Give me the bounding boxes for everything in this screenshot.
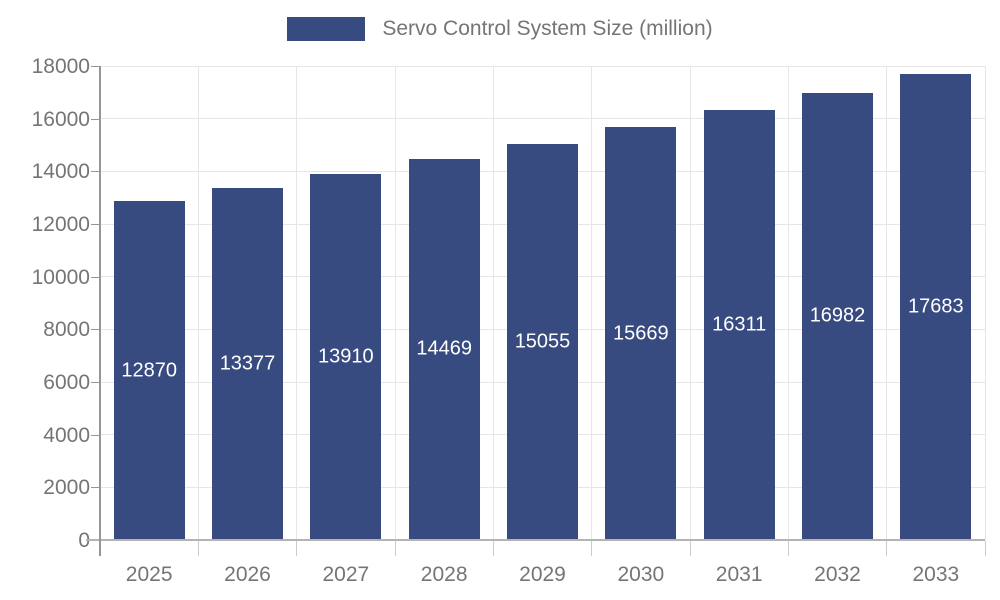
h-gridline: [100, 118, 985, 120]
y-axis-label: 4000: [43, 423, 90, 447]
y-axis-label: 18000: [31, 55, 90, 78]
x-axis-label: 2030: [617, 563, 665, 586]
bar-value-label: 13910: [318, 345, 374, 368]
x-axis-label: 2031: [715, 563, 763, 586]
v-gridline: [886, 66, 888, 540]
y-axis-label: 0: [78, 529, 90, 552]
y-axis-tick: [91, 382, 100, 383]
x-axis-label: 2025: [125, 563, 173, 586]
x-axis-label: 2026: [224, 563, 271, 586]
bar-2025[interactable]: [113, 201, 185, 540]
v-gridline: [689, 66, 691, 540]
bar-2026[interactable]: [212, 187, 283, 540]
bar-2031[interactable]: [703, 110, 775, 540]
bar-2033[interactable]: [900, 74, 972, 540]
x-axis-tick: [886, 541, 888, 556]
bar-value-label: 15669: [613, 322, 669, 345]
bar-value-label: 15055: [514, 330, 571, 353]
bar-value-label: 14469: [416, 337, 472, 360]
v-gridline: [394, 66, 396, 540]
y-axis-label: 8000: [43, 318, 90, 342]
h-gridline: [100, 65, 985, 67]
x-axis-line: [86, 539, 985, 541]
y-axis-label: 16000: [31, 107, 90, 131]
bar-value-label: 12870: [121, 359, 177, 382]
legend-swatch-icon: [287, 17, 366, 41]
y-axis-tick: [91, 329, 100, 331]
v-gridline: [591, 66, 593, 540]
x-axis-tick: [984, 541, 986, 556]
y-axis-tick: [91, 487, 100, 489]
x-axis-label: 2029: [519, 563, 566, 586]
chart-legend[interactable]: Servo Control System Size (million): [0, 17, 1000, 41]
v-gridline: [197, 66, 199, 540]
bar-value-label: 16982: [809, 304, 866, 327]
x-axis-tick: [787, 541, 789, 556]
bar-2028[interactable]: [408, 158, 480, 540]
x-axis-label: 2027: [322, 563, 370, 586]
y-axis-label: 10000: [31, 265, 90, 289]
x-axis-label: 2032: [814, 563, 861, 586]
v-gridline: [984, 66, 986, 540]
y-axis-line: [99, 66, 101, 556]
bar-value-label: 13377: [219, 352, 276, 375]
legend-label: Servo Control System Size (million): [382, 17, 713, 40]
y-axis-label: 12000: [31, 213, 90, 236]
y-axis-tick: [91, 224, 100, 225]
bar-2030[interactable]: [605, 127, 677, 540]
x-axis-label: 2033: [912, 563, 960, 586]
x-axis-label: 2028: [420, 563, 468, 586]
bar-2027[interactable]: [310, 173, 382, 540]
y-axis-label: 6000: [43, 371, 90, 394]
y-axis-tick: [91, 434, 100, 436]
x-axis-tick: [492, 541, 494, 556]
y-axis-tick: [91, 276, 100, 278]
y-axis-tick: [91, 171, 100, 173]
y-axis-label: 14000: [31, 160, 90, 184]
bar-value-label: 16311: [712, 313, 767, 336]
x-axis-tick: [689, 541, 691, 556]
y-axis-tick: [91, 118, 100, 120]
x-axis-tick: [591, 541, 593, 556]
bar-value-label: 17683: [908, 295, 964, 318]
y-axis-label: 2000: [43, 476, 90, 500]
x-axis-tick: [296, 541, 298, 556]
v-gridline: [787, 66, 789, 540]
y-axis-tick: [91, 66, 100, 67]
x-axis-tick: [197, 541, 199, 556]
x-axis-tick: [394, 541, 396, 556]
bar-2029[interactable]: [507, 143, 578, 540]
v-gridline: [492, 66, 494, 540]
bar-2032[interactable]: [802, 92, 873, 540]
v-gridline: [296, 66, 298, 540]
